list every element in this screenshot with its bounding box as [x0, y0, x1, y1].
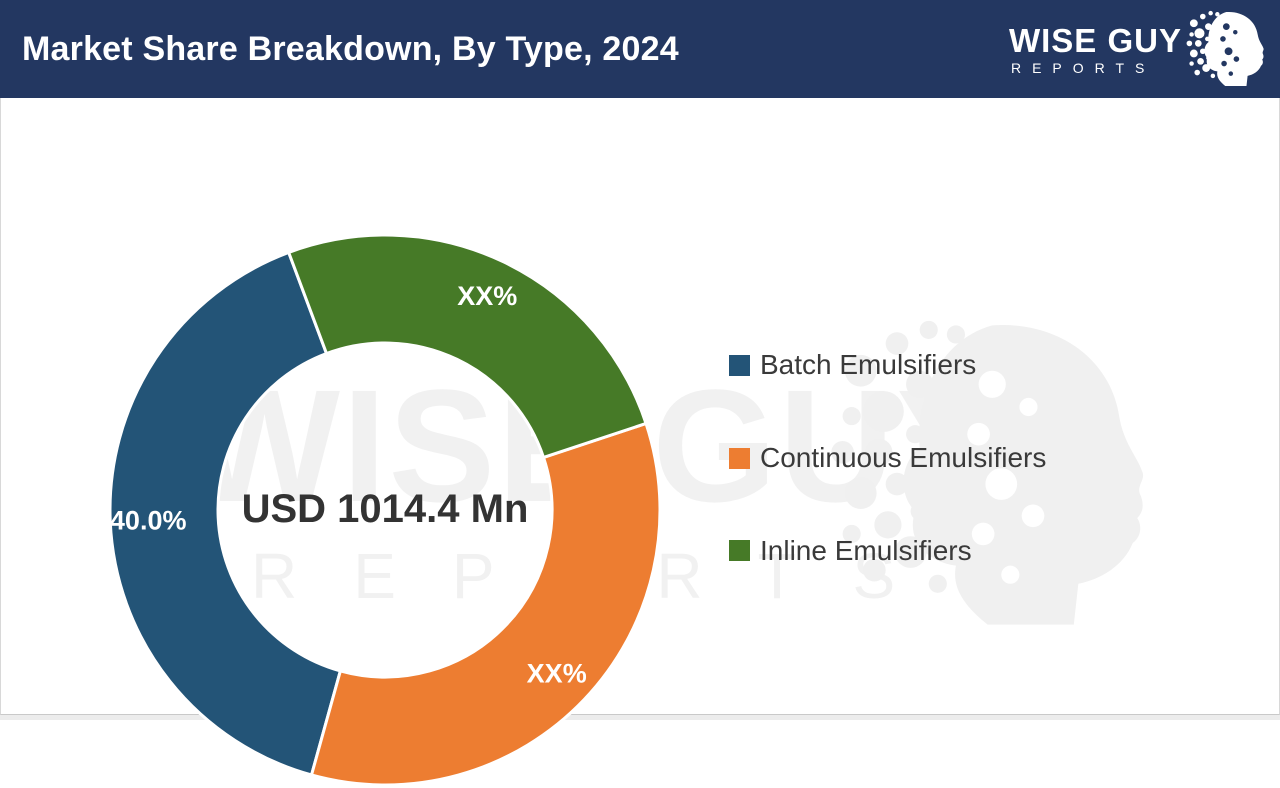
logo-wordmark: WISE GUY [1008, 21, 1182, 59]
pie-slice-continuous-emulsifiers [310, 421, 662, 787]
slice-label-inline-emulsifiers: XX% [457, 281, 517, 311]
legend-label: Batch Emulsifiers [760, 349, 977, 380]
slice-label-batch-emulsifiers: 40.0% [110, 505, 187, 535]
legend-item-inline-emulsifiers: Inline Emulsifiers [729, 534, 1046, 567]
slice-label-continuous-emulsifiers: XX% [527, 658, 587, 688]
donut-chart: 40.0% XX% XX% USD 1014.4 Mn [108, 233, 662, 787]
pie-slice-inline-emulsifiers [287, 233, 648, 459]
chart-canvas: WISE GUY REPORTS 40.0%XX%XX% USD 1014.4 … [0, 98, 1280, 787]
logo-subtitle: REPORTS [1010, 59, 1156, 76]
wise-guy-logo: WISE GUY REPORTS [1009, 9, 1270, 89]
page-title: Market Share Breakdown, By Type, 2024 [22, 29, 679, 68]
legend-item-continuous-emulsifiers: Continuous Emulsifiers [729, 441, 1047, 474]
chart-legend: Batch Emulsifiers Continuous Emulsifiers… [729, 349, 1047, 567]
legend-swatch-continuous [729, 447, 750, 469]
legend-swatch-inline [729, 540, 750, 562]
legend-label: Inline Emulsifiers [760, 534, 972, 566]
header-bar: Market Share Breakdown, By Type, 2024 WI… [0, 0, 1280, 98]
logo-face-icon [1186, 10, 1264, 86]
bottom-edge-strip [0, 715, 1280, 720]
donut-center-value: USD 1014.4 Mn [242, 487, 529, 531]
legend-item-batch-emulsifiers: Batch Emulsifiers [729, 349, 1046, 381]
legend-label: Continuous Emulsifiers [760, 441, 1047, 473]
legend-swatch-batch [729, 354, 750, 376]
